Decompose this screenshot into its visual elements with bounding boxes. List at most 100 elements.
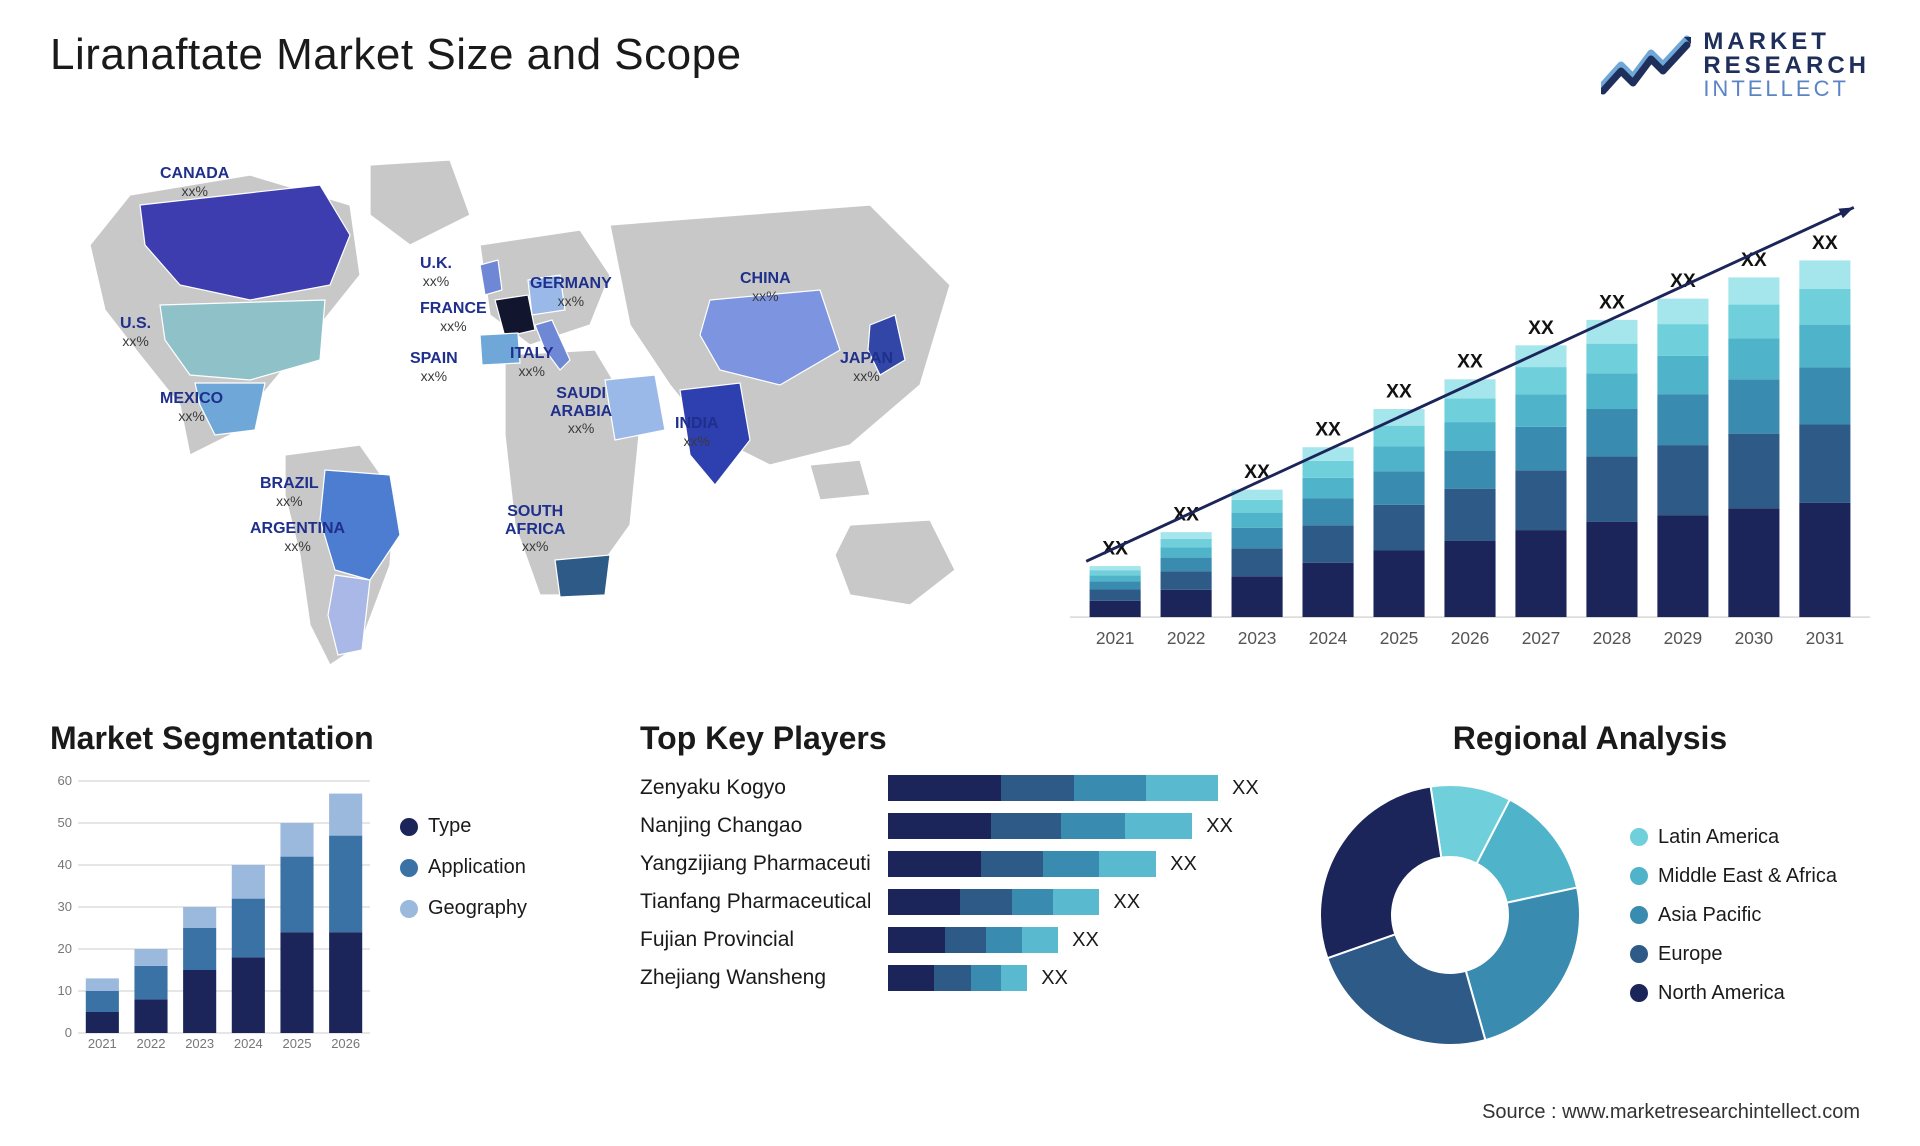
- svg-text:2023: 2023: [185, 1036, 214, 1051]
- map-label: BRAZILxx%: [260, 475, 319, 510]
- key-player-name: Nanjing Changao: [640, 814, 870, 838]
- key-player-name: Zenyaku Kogyo: [640, 776, 870, 800]
- svg-text:60: 60: [58, 775, 72, 788]
- legend-item: Europe: [1630, 943, 1837, 966]
- logo-line3: INTELLECT: [1703, 78, 1870, 100]
- key-player-bar: [888, 851, 1156, 877]
- key-player-value: XX: [1113, 891, 1140, 914]
- legend-label: Latin America: [1658, 826, 1779, 849]
- key-player-value: XX: [1041, 967, 1068, 990]
- svg-text:XX: XX: [1528, 318, 1554, 339]
- svg-text:2023: 2023: [1238, 628, 1277, 648]
- key-player-bar-seg: [981, 851, 1043, 877]
- legend-item: North America: [1630, 982, 1837, 1005]
- svg-text:2027: 2027: [1522, 628, 1561, 648]
- legend-item: Asia Pacific: [1630, 904, 1837, 927]
- legend-dot: [1630, 867, 1648, 885]
- regional-title: Regional Analysis: [1310, 720, 1870, 757]
- svg-text:XX: XX: [1599, 292, 1625, 313]
- map-label: MEXICOxx%: [160, 390, 223, 425]
- key-player-row: Zenyaku KogyoXX: [640, 775, 1280, 801]
- key-player-bar-seg: [1001, 775, 1073, 801]
- legend-label: Middle East & Africa: [1658, 865, 1837, 888]
- key-player-bar-seg: [888, 775, 1001, 801]
- svg-text:2026: 2026: [331, 1036, 360, 1051]
- regional-donut: [1310, 775, 1590, 1055]
- key-player-bar-seg: [945, 927, 986, 953]
- key-player-bar: [888, 927, 1058, 953]
- key-player-bar-seg: [991, 813, 1061, 839]
- key-player-row: Tianfang Pharmaceutical XX: [640, 889, 1280, 915]
- map-label: ITALYxx%: [510, 345, 554, 380]
- key-player-bar-seg: [1053, 889, 1099, 915]
- key-player-bar-seg: [1043, 851, 1100, 877]
- legend-item: Latin America: [1630, 826, 1837, 849]
- legend-label: Geography: [428, 897, 527, 920]
- page-title: Liranaftate Market Size and Scope: [50, 30, 742, 80]
- svg-text:20: 20: [58, 941, 72, 956]
- svg-text:2021: 2021: [1096, 628, 1135, 648]
- legend-item: Application: [400, 856, 527, 879]
- legend-label: Europe: [1658, 943, 1723, 966]
- key-player-bar-seg: [1022, 927, 1058, 953]
- svg-text:2022: 2022: [137, 1036, 166, 1051]
- key-player-row: Yangzijiang PharmaceuticalXX: [640, 851, 1280, 877]
- legend-dot: [1630, 828, 1648, 846]
- key-player-bar-seg: [986, 927, 1022, 953]
- legend-item: Middle East & Africa: [1630, 865, 1837, 888]
- svg-text:2025: 2025: [283, 1036, 312, 1051]
- key-player-bar: [888, 775, 1218, 801]
- svg-text:10: 10: [58, 983, 72, 998]
- legend-label: Type: [428, 815, 471, 838]
- key-player-bar: [888, 813, 1192, 839]
- svg-text:XX: XX: [1812, 233, 1838, 254]
- svg-text:2026: 2026: [1451, 628, 1490, 648]
- map-label: U.S.xx%: [120, 315, 151, 350]
- svg-text:30: 30: [58, 899, 72, 914]
- key-player-bar-seg: [1001, 965, 1027, 991]
- legend-item: Geography: [400, 897, 527, 920]
- key-player-name: Zhejiang Wansheng: [640, 966, 870, 990]
- map-label: GERMANYxx%: [530, 275, 612, 310]
- segmentation-legend: Type Application Geography: [400, 815, 527, 920]
- segmentation-title: Market Segmentation: [50, 720, 610, 757]
- map-label: FRANCExx%: [420, 300, 487, 335]
- key-player-bar-seg: [888, 889, 960, 915]
- brand-logo: MARKET RESEARCH INTELLECT: [1601, 30, 1870, 100]
- key-player-bar-seg: [934, 965, 970, 991]
- key-player-bar-seg: [971, 965, 1002, 991]
- key-player-bar-seg: [888, 927, 945, 953]
- svg-text:2024: 2024: [234, 1036, 263, 1051]
- key-player-bar-seg: [1061, 813, 1125, 839]
- key-player-name: Fujian Provincial: [640, 928, 870, 952]
- svg-text:2021: 2021: [88, 1036, 117, 1051]
- key-player-name: Yangzijiang Pharmaceutical: [640, 852, 870, 876]
- map-label: U.K.xx%: [420, 255, 452, 290]
- legend-dot: [1630, 984, 1648, 1002]
- key-player-bar-seg: [888, 965, 934, 991]
- legend-dot: [1630, 906, 1648, 924]
- world-map-panel: CANADAxx%U.S.xx%MEXICOxx%BRAZILxx%ARGENT…: [50, 125, 1010, 685]
- svg-text:2024: 2024: [1309, 628, 1348, 648]
- regional-panel: Regional Analysis Latin America Middle Ea…: [1310, 720, 1870, 1055]
- svg-text:2025: 2025: [1380, 628, 1419, 648]
- legend-label: Application: [428, 856, 526, 879]
- key-players-panel: Top Key Players Zenyaku KogyoXXNanjing C…: [640, 720, 1280, 1003]
- key-player-bar-seg: [1012, 889, 1053, 915]
- map-label: CHINAxx%: [740, 270, 791, 305]
- svg-text:XX: XX: [1386, 381, 1412, 402]
- key-player-name: Tianfang Pharmaceutical: [640, 890, 870, 914]
- key-player-bar-seg: [960, 889, 1012, 915]
- svg-text:2030: 2030: [1735, 628, 1774, 648]
- map-label: ARGENTINAxx%: [250, 520, 345, 555]
- svg-text:2029: 2029: [1664, 628, 1703, 648]
- svg-text:XX: XX: [1315, 420, 1341, 441]
- segmentation-panel: Market Segmentation 01020304050602021202…: [50, 720, 610, 1055]
- svg-text:XX: XX: [1457, 352, 1483, 373]
- key-player-value: XX: [1072, 929, 1099, 952]
- map-label: JAPANxx%: [840, 350, 893, 385]
- forecast-bar-chart: XX2021XX2022XX2023XX2024XX2025XX2026XX20…: [1070, 125, 1870, 685]
- regional-legend: Latin America Middle East & Africa Asia Pa…: [1630, 826, 1837, 1005]
- svg-text:2028: 2028: [1593, 628, 1632, 648]
- map-label: INDIAxx%: [675, 415, 719, 450]
